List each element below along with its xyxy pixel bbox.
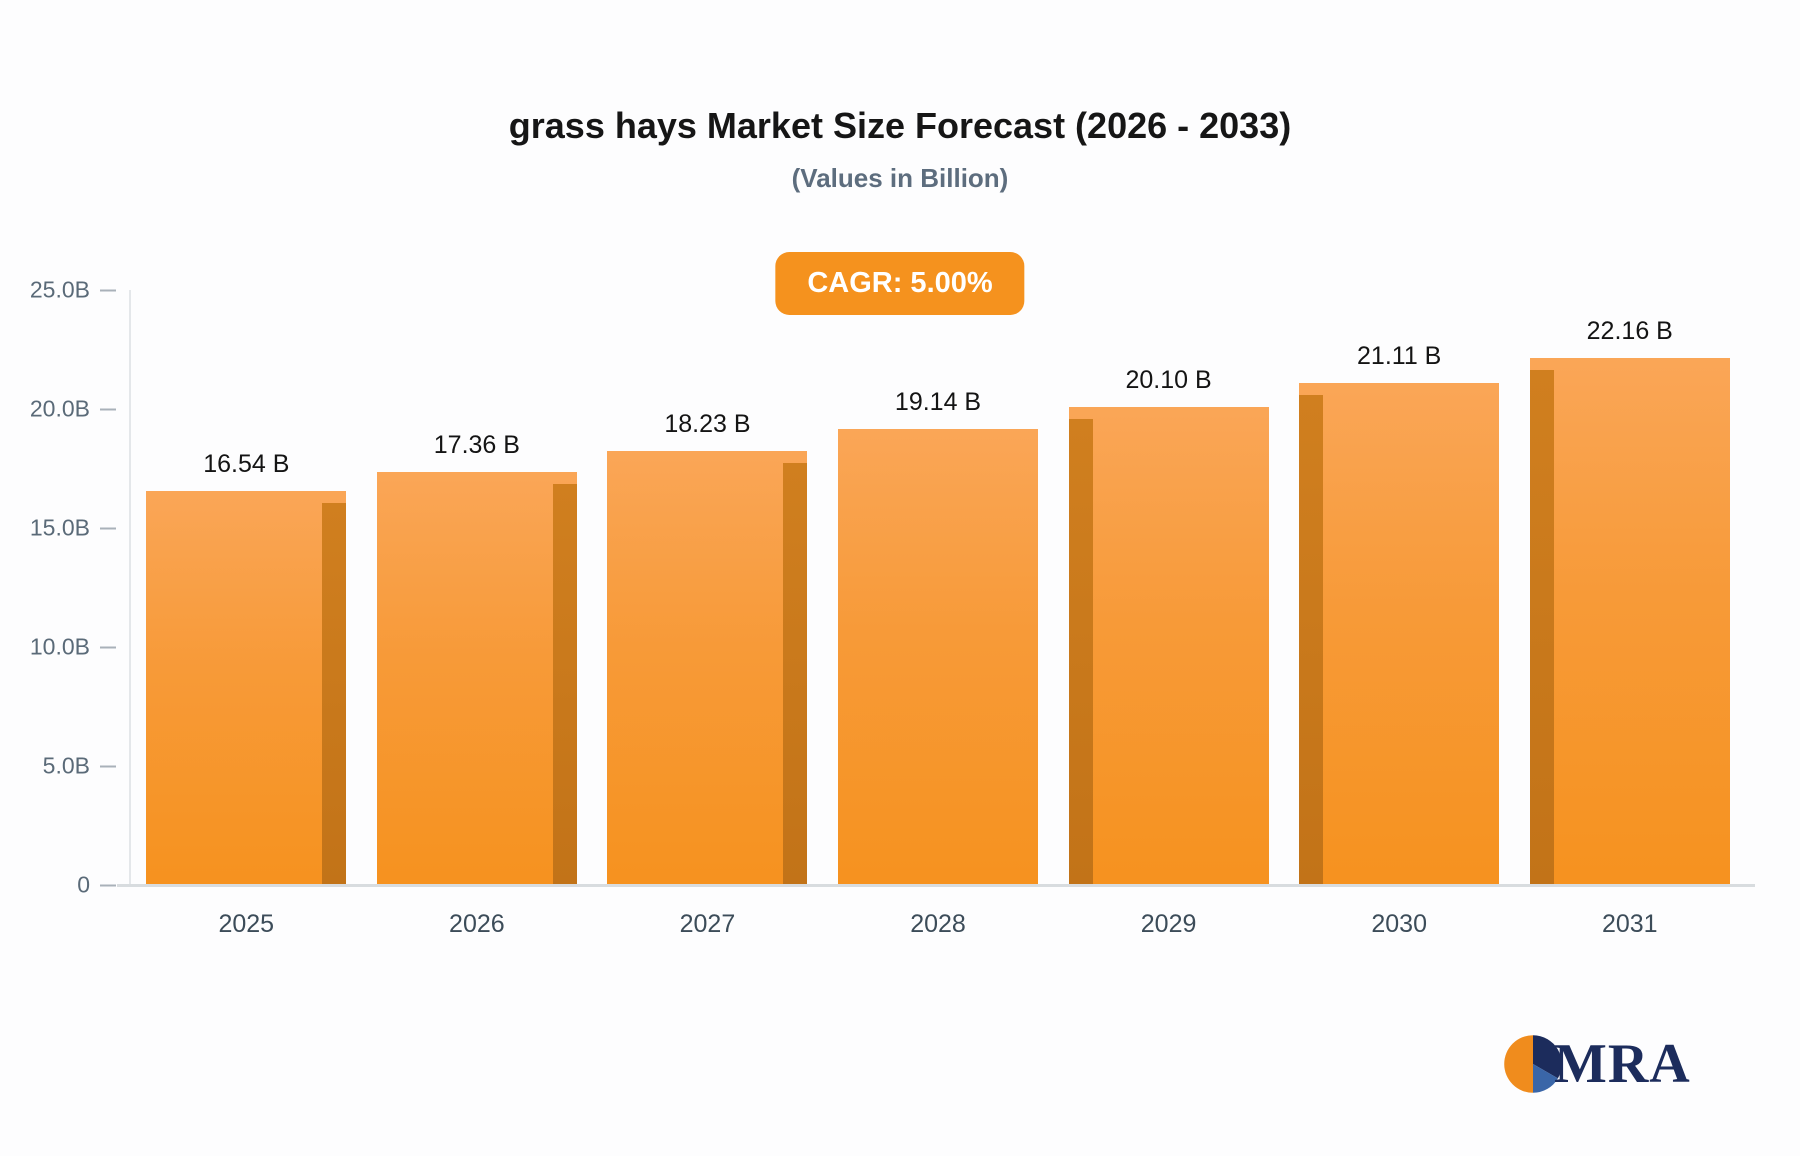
tick-mark bbox=[100, 884, 116, 886]
bar-value-label: 18.23 B bbox=[664, 410, 751, 439]
bar-value-label: 16.54 B bbox=[203, 450, 290, 479]
chart-subtitle: (Values in Billion) bbox=[791, 163, 1009, 193]
bar-side-shade bbox=[783, 463, 808, 885]
chart-title: grass hays Market Size Forecast (2026 - … bbox=[508, 105, 1292, 146]
bar-side-shade bbox=[1529, 369, 1554, 885]
bars-container: 16.54 B 2025 17.36 B 2026 18.23 B 2027 19.14 B… bbox=[131, 290, 1745, 938]
bar-value-label: 19.14 B bbox=[894, 388, 982, 417]
bar bbox=[838, 429, 1039, 885]
logo-pie-icon bbox=[1504, 1035, 1562, 1093]
x-axis-line bbox=[117, 884, 1755, 887]
bar-slot: 22.16 B 2031 bbox=[1514, 290, 1745, 938]
y-axis-tick: 10.0B bbox=[30, 634, 116, 661]
bar-side-shade bbox=[1299, 394, 1324, 885]
x-axis-label: 2027 bbox=[679, 910, 736, 938]
bar-value-label: 20.10 B bbox=[1125, 365, 1212, 394]
bar-slot: 20.10 B 2029 bbox=[1053, 290, 1284, 938]
y-axis-tick: 5.0B bbox=[43, 753, 116, 780]
x-axis-label: 2025 bbox=[218, 910, 275, 938]
tick-mark bbox=[100, 765, 116, 767]
plot-area: 16.54 B 2025 17.36 B 2026 18.23 B 2027 19.14 B… bbox=[117, 290, 1755, 938]
bar-slot: 21.11 B 2030 bbox=[1284, 290, 1515, 938]
tick-mark bbox=[100, 527, 116, 529]
bar bbox=[1529, 357, 1730, 885]
bar-slot: 16.54 B 2025 bbox=[131, 290, 362, 938]
bar bbox=[1068, 406, 1269, 885]
bar-side-shade bbox=[552, 483, 577, 885]
bar-slot: 17.36 B 2026 bbox=[362, 290, 593, 938]
bar-value-label: 22.16 B bbox=[1586, 316, 1673, 345]
x-axis-label: 2029 bbox=[1140, 910, 1197, 938]
tick-mark bbox=[100, 646, 116, 648]
tick-mark bbox=[100, 289, 116, 291]
x-axis-label: 2031 bbox=[1601, 910, 1658, 938]
bar-side-shade bbox=[322, 503, 347, 885]
bar-slot: 19.14 B 2028 bbox=[823, 290, 1054, 938]
bar-side-shade bbox=[1068, 418, 1093, 885]
bar bbox=[376, 471, 577, 885]
bar-slot: 18.23 B 2027 bbox=[592, 290, 823, 938]
y-axis-tick: 15.0B bbox=[30, 515, 116, 542]
bar bbox=[146, 491, 347, 885]
y-axis: 25.0B 20.0B 15.0B 10.0B 5.0B 0 bbox=[0, 277, 122, 898]
bar-value-label: 21.11 B bbox=[1357, 341, 1442, 370]
x-axis-label: 2028 bbox=[910, 910, 966, 938]
y-axis-tick: 0 bbox=[77, 872, 116, 899]
bar bbox=[607, 451, 808, 885]
cagr-badge: CAGR: 5.00% bbox=[775, 252, 1025, 315]
x-axis-label: 2030 bbox=[1371, 910, 1427, 938]
logo-text: MRA bbox=[1554, 1033, 1691, 1095]
x-axis-label: 2026 bbox=[449, 910, 505, 938]
tick-mark bbox=[100, 408, 116, 410]
bar-value-label: 17.36 B bbox=[433, 430, 520, 459]
logo: MRA bbox=[1502, 1032, 1691, 1096]
bar bbox=[1299, 382, 1500, 885]
y-axis-tick: 20.0B bbox=[30, 396, 116, 423]
y-axis-tick: 25.0B bbox=[30, 277, 116, 304]
